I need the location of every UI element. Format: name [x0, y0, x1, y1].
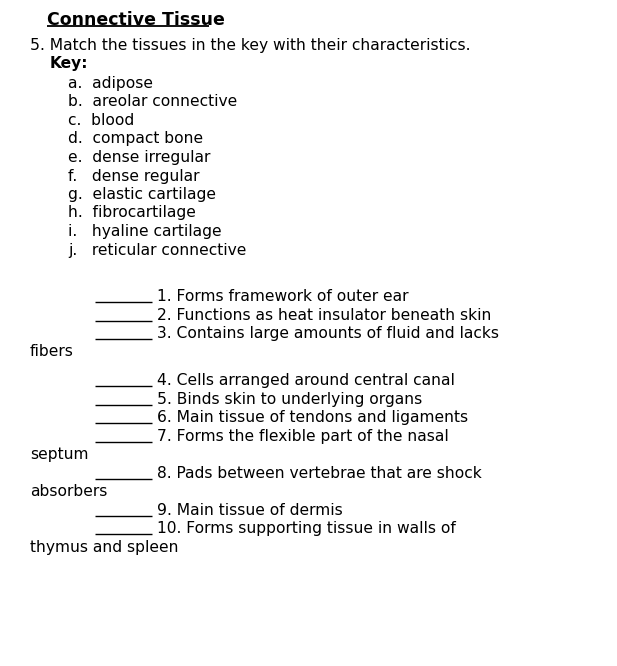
Text: 10. Forms supporting tissue in walls of: 10. Forms supporting tissue in walls of [157, 521, 456, 536]
Text: e.  dense irregular: e. dense irregular [68, 150, 210, 165]
Text: c.  blood: c. blood [68, 113, 135, 128]
Text: i.   hyaline cartilage: i. hyaline cartilage [68, 224, 222, 239]
Text: Key:: Key: [50, 56, 88, 71]
Text: j.   reticular connective: j. reticular connective [68, 242, 246, 258]
Text: h.  fibrocartilage: h. fibrocartilage [68, 206, 196, 220]
Text: b.  areolar connective: b. areolar connective [68, 95, 238, 109]
Text: Connective Tissue: Connective Tissue [47, 11, 225, 29]
Text: thymus and spleen: thymus and spleen [30, 539, 178, 555]
Text: 5. Match the tissues in the key with their characteristics.: 5. Match the tissues in the key with the… [30, 38, 471, 53]
Text: 7. Forms the flexible part of the nasal: 7. Forms the flexible part of the nasal [157, 429, 449, 444]
Text: 1. Forms framework of outer ear: 1. Forms framework of outer ear [157, 289, 408, 304]
Text: a.  adipose: a. adipose [68, 76, 153, 91]
Text: 3. Contains large amounts of fluid and lacks: 3. Contains large amounts of fluid and l… [157, 326, 499, 341]
Text: fibers: fibers [30, 344, 74, 360]
Text: septum: septum [30, 447, 88, 462]
Text: 8. Pads between vertebrae that are shock: 8. Pads between vertebrae that are shock [157, 466, 482, 481]
Text: 5. Binds skin to underlying organs: 5. Binds skin to underlying organs [157, 392, 422, 407]
Text: g.  elastic cartilage: g. elastic cartilage [68, 187, 216, 202]
Text: 2. Functions as heat insulator beneath skin: 2. Functions as heat insulator beneath s… [157, 308, 491, 322]
Text: 9. Main tissue of dermis: 9. Main tissue of dermis [157, 503, 343, 517]
Text: absorbers: absorbers [30, 484, 107, 500]
Text: 6. Main tissue of tendons and ligaments: 6. Main tissue of tendons and ligaments [157, 410, 468, 425]
Text: f.   dense regular: f. dense regular [68, 168, 199, 184]
Text: d.  compact bone: d. compact bone [68, 131, 203, 147]
Text: 4. Cells arranged around central canal: 4. Cells arranged around central canal [157, 373, 455, 388]
